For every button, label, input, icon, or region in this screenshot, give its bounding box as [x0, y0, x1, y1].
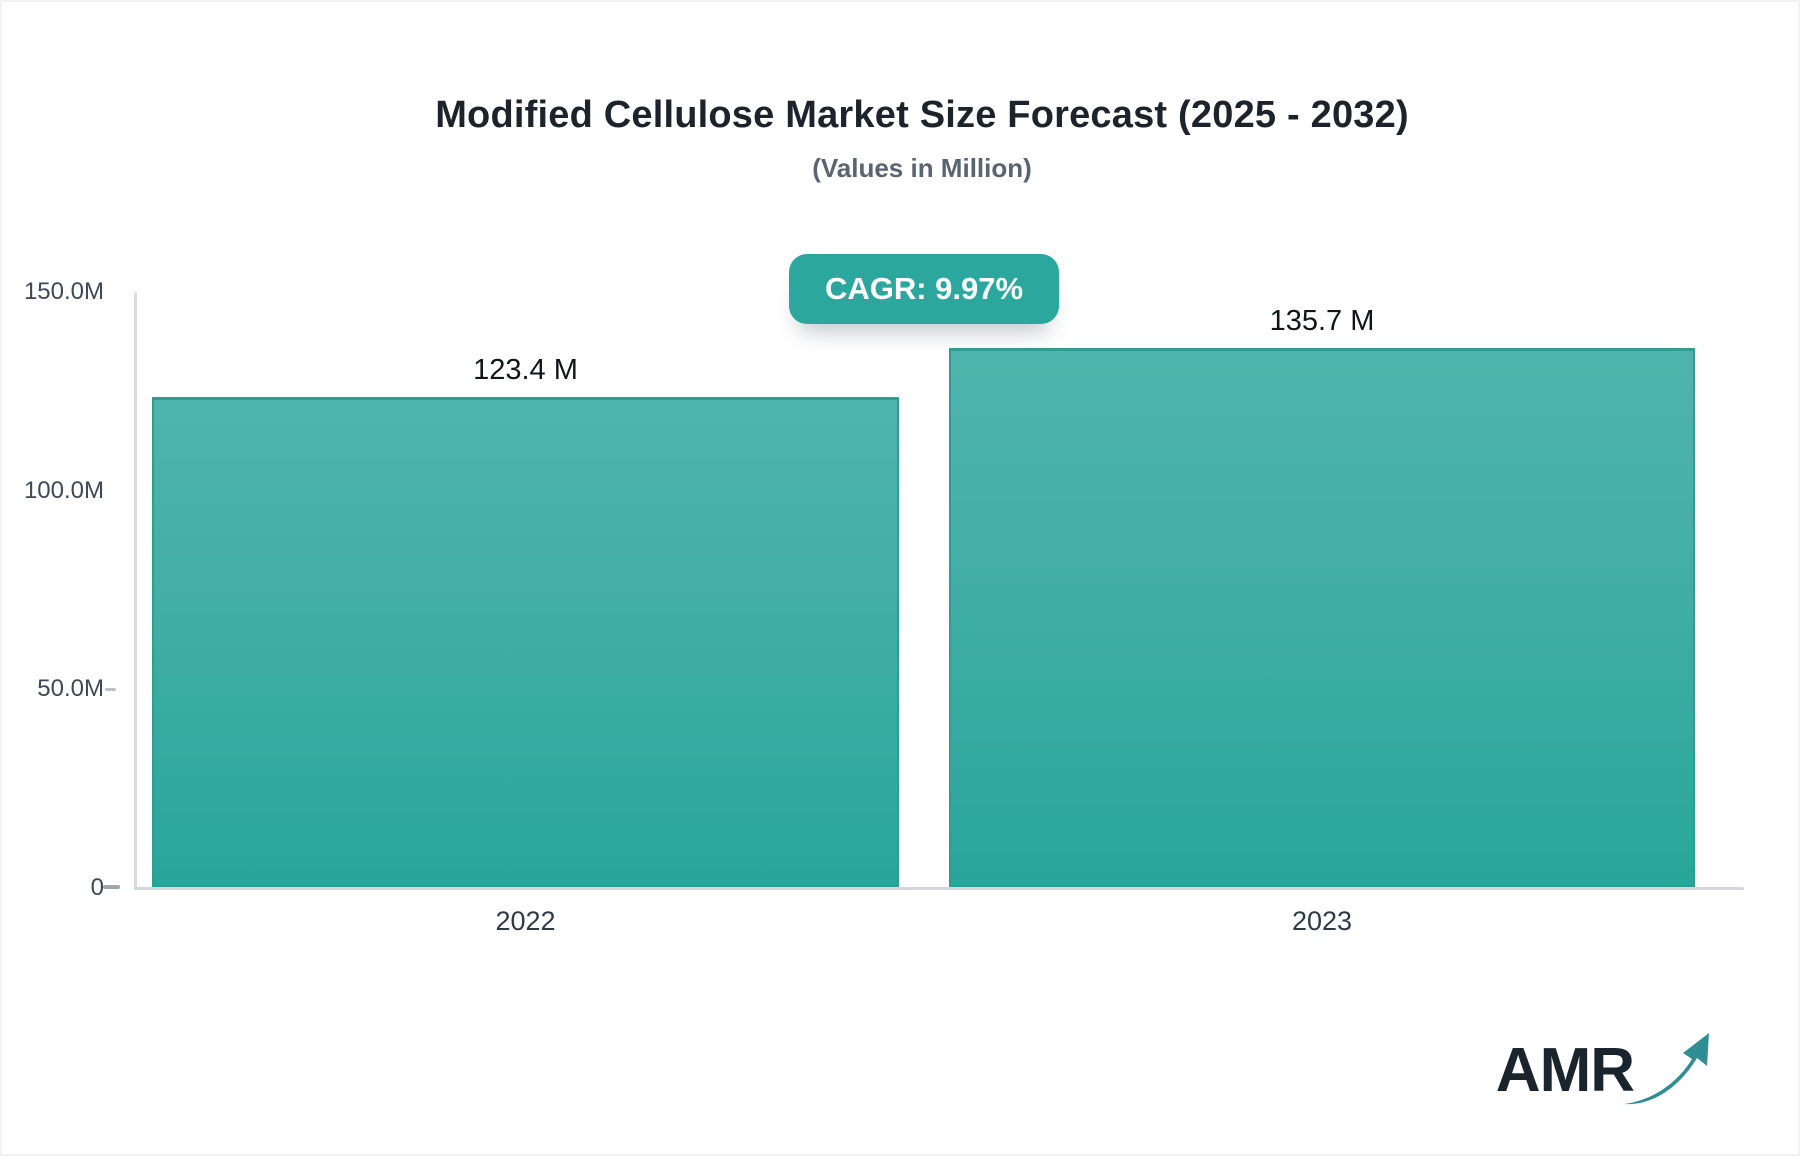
bar-group-2023: 135.7 M — [949, 305, 1695, 887]
chart-subtitle: (Values in Million) — [812, 153, 1032, 183]
bar-2023 — [949, 348, 1695, 887]
y-axis-tick-mark — [105, 688, 116, 691]
chart-header: Modified Cellulose Market Size Forecast … — [24, 94, 1800, 184]
y-axis-tick-label: 50.0M — [37, 675, 104, 702]
y-axis-tick-label: 100.0M — [23, 477, 104, 504]
x-axis-line — [134, 887, 1744, 890]
y-axis-tick-label: 150.0M — [23, 278, 104, 305]
bar-group-2022: 123.4 M — [152, 354, 899, 887]
growth-arrow-icon — [1624, 1033, 1709, 1105]
amr-logo: AMR — [1495, 1033, 1710, 1106]
plot-area: 123.4 M 135.7 M 2022 2023 — [134, 292, 1744, 936]
amr-logo-text: AMR — [1495, 1035, 1635, 1105]
y-axis-tick-label: 0 — [90, 874, 104, 901]
x-axis-category-label: 2023 — [1291, 906, 1353, 936]
cagr-badge: CAGR: 9.97% — [789, 254, 1059, 324]
y-axis-labels: 150.0M 100.0M 50.0M 0 — [2, 278, 104, 901]
y-axis-line — [134, 292, 137, 890]
bar-value-label: 135.7 M — [1269, 305, 1375, 337]
bar-value-label: 123.4 M — [473, 354, 578, 386]
chart-title: Modified Cellulose Market Size Forecast … — [435, 94, 1409, 136]
y-axis-tick-mark — [103, 885, 120, 889]
bar-2022 — [152, 397, 899, 887]
x-axis-category-label: 2022 — [495, 906, 556, 936]
